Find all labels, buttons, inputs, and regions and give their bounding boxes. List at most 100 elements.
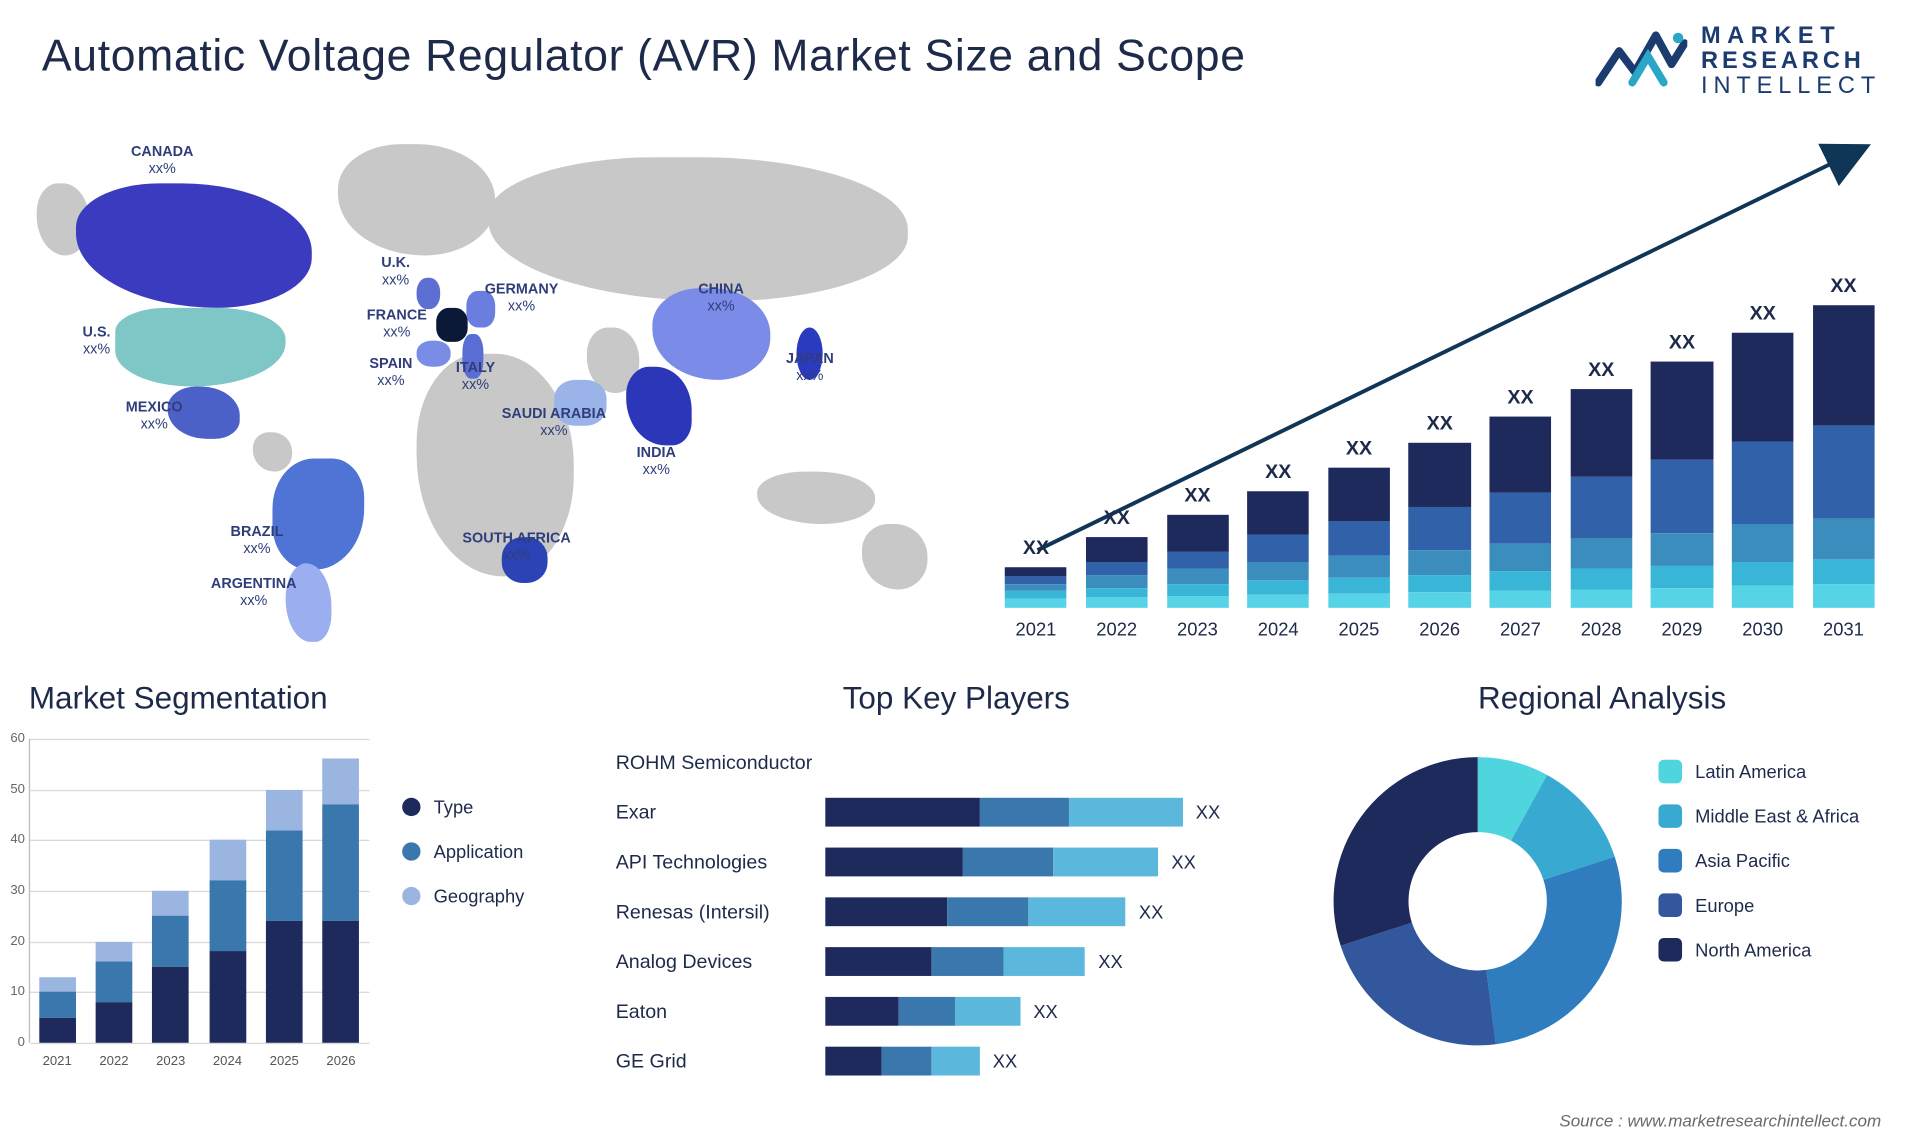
player-bar-segment: [980, 798, 1069, 827]
segmentation-bar: [323, 759, 360, 1043]
player-bar-segment: [825, 848, 963, 877]
donut-segment: [1334, 757, 1478, 946]
growth-bar-segment: [1732, 586, 1794, 608]
segmentation-bar: [39, 977, 76, 1043]
growth-bar-segment: [1813, 426, 1875, 518]
growth-bar: XX: [1001, 537, 1071, 608]
player-value: XX: [1098, 951, 1122, 972]
segmentation-legend-item: Type: [402, 796, 524, 817]
segmentation-xlabel: 2026: [326, 1055, 355, 1069]
player-bar-wrap: XX: [825, 848, 1297, 877]
growth-bar-value: XX: [1346, 438, 1372, 460]
growth-xlabel: 2023: [1162, 618, 1232, 639]
legend-label: North America: [1695, 939, 1811, 960]
growth-bar-segment: [1409, 575, 1471, 592]
player-name: Eaton: [616, 1000, 826, 1022]
segmentation-bar: [96, 942, 133, 1043]
growth-bar: XX: [1082, 507, 1152, 608]
map-country-label: SPAINxx%: [369, 356, 412, 389]
segmentation-ytick: 60: [1, 732, 25, 746]
map-land: [489, 157, 908, 301]
map-country-label: JAPANxx%: [786, 351, 834, 384]
source-text: Source : www.marketresearchintellect.com: [1559, 1111, 1881, 1131]
player-name: Analog Devices: [616, 950, 826, 972]
growth-xlabel: 2029: [1647, 618, 1717, 639]
segmentation-ytick: 20: [1, 934, 25, 948]
player-name: Exar: [616, 801, 826, 823]
growth-bar-segment: [1651, 533, 1713, 566]
player-value: XX: [993, 1051, 1017, 1072]
growth-bar-segment: [1813, 559, 1875, 585]
segmentation-bar: [209, 840, 246, 1043]
segmentation-bar-segment: [209, 840, 246, 881]
growth-bar-segment: [1247, 534, 1309, 561]
player-bar-segment: [931, 1047, 980, 1076]
player-row: Renesas (Intersil)XX: [616, 888, 1297, 935]
player-bar-segment: [1004, 947, 1085, 976]
map-country-shape: [417, 341, 451, 367]
growth-bar-segment: [1732, 524, 1794, 562]
player-bar-segment: [955, 997, 1020, 1026]
growth-bar-segment: [1005, 591, 1067, 600]
segmentation-ytick: 30: [1, 884, 25, 898]
map-country-label: CANADAxx%: [131, 144, 193, 177]
segmentation-ytick: 40: [1, 833, 25, 847]
legend-swatch-icon: [402, 887, 420, 905]
player-name: API Technologies: [616, 851, 826, 873]
growth-bar: XX: [1243, 461, 1313, 608]
growth-bar-value: XX: [1184, 485, 1210, 507]
segmentation-bar-segment: [96, 962, 133, 1003]
growth-bar: XX: [1324, 438, 1394, 608]
segmentation-bar-segment: [209, 952, 246, 1043]
segmentation-xlabel: 2023: [156, 1055, 185, 1069]
growth-bar-segment: [1490, 544, 1552, 571]
growth-bar-segment: [1328, 468, 1390, 521]
regional-legend-item: Middle East & Africa: [1658, 804, 1859, 828]
growth-bar-segment: [1247, 580, 1309, 594]
growth-bar-segment: [1651, 362, 1713, 460]
growth-xlabel: 2025: [1324, 618, 1394, 639]
legend-label: Asia Pacific: [1695, 850, 1790, 871]
growth-bar-segment: [1328, 593, 1390, 607]
regional-legend-item: Asia Pacific: [1658, 849, 1859, 873]
player-name: ROHM Semiconductor: [616, 751, 826, 773]
segmentation-bar-segment: [266, 830, 303, 921]
segmentation-bar: [152, 891, 189, 1043]
map-country-shape: [626, 367, 692, 446]
legend-label: Latin America: [1695, 761, 1806, 782]
player-bar: [825, 1047, 979, 1076]
growth-chart: XXXXXXXXXXXXXXXXXXXXXX 20212022202320242…: [1001, 131, 1879, 639]
segmentation-gridline: [30, 1043, 369, 1044]
growth-xlabel: 2027: [1485, 618, 1555, 639]
growth-bar-value: XX: [1750, 303, 1776, 325]
growth-bar-segment: [1086, 598, 1148, 608]
map-country-shape: [272, 458, 364, 569]
segmentation-legend: TypeApplicationGeography: [402, 796, 524, 906]
growth-bar-segment: [1813, 306, 1875, 426]
player-bar-wrap: XX: [825, 798, 1297, 827]
segmentation-heading: Market Segmentation: [29, 681, 592, 718]
growth-bar-value: XX: [1669, 332, 1695, 354]
segmentation-bar-segment: [152, 967, 189, 1043]
player-bar-segment: [825, 798, 979, 827]
segmentation-bar-segment: [96, 1002, 133, 1043]
player-bar-segment: [825, 947, 931, 976]
growth-bar-segment: [1409, 592, 1471, 608]
player-bar-segment: [825, 1047, 882, 1076]
player-bar-segment: [882, 1047, 931, 1076]
segmentation-ytick: 0: [1, 1036, 25, 1050]
keyplayers-panel: Top Key Players ROHM SemiconductorExarXX…: [616, 681, 1297, 1087]
map-country-shape: [417, 278, 441, 309]
growth-bar-segment: [1732, 562, 1794, 587]
segmentation-panel: Market Segmentation 0102030405060 202120…: [29, 681, 592, 1087]
map-country-label: MEXICOxx%: [126, 400, 183, 433]
player-bar: [825, 897, 1126, 926]
player-value: XX: [1196, 802, 1220, 823]
growth-xlabel: 2026: [1405, 618, 1475, 639]
segmentation-xlabel: 2021: [43, 1055, 72, 1069]
player-bar-wrap: XX: [825, 997, 1297, 1026]
segmentation-legend-item: Geography: [402, 886, 524, 907]
growth-bar-segment: [1490, 572, 1552, 591]
legend-swatch-icon: [1658, 804, 1682, 828]
map-country-label: FRANCExx%: [367, 308, 427, 341]
